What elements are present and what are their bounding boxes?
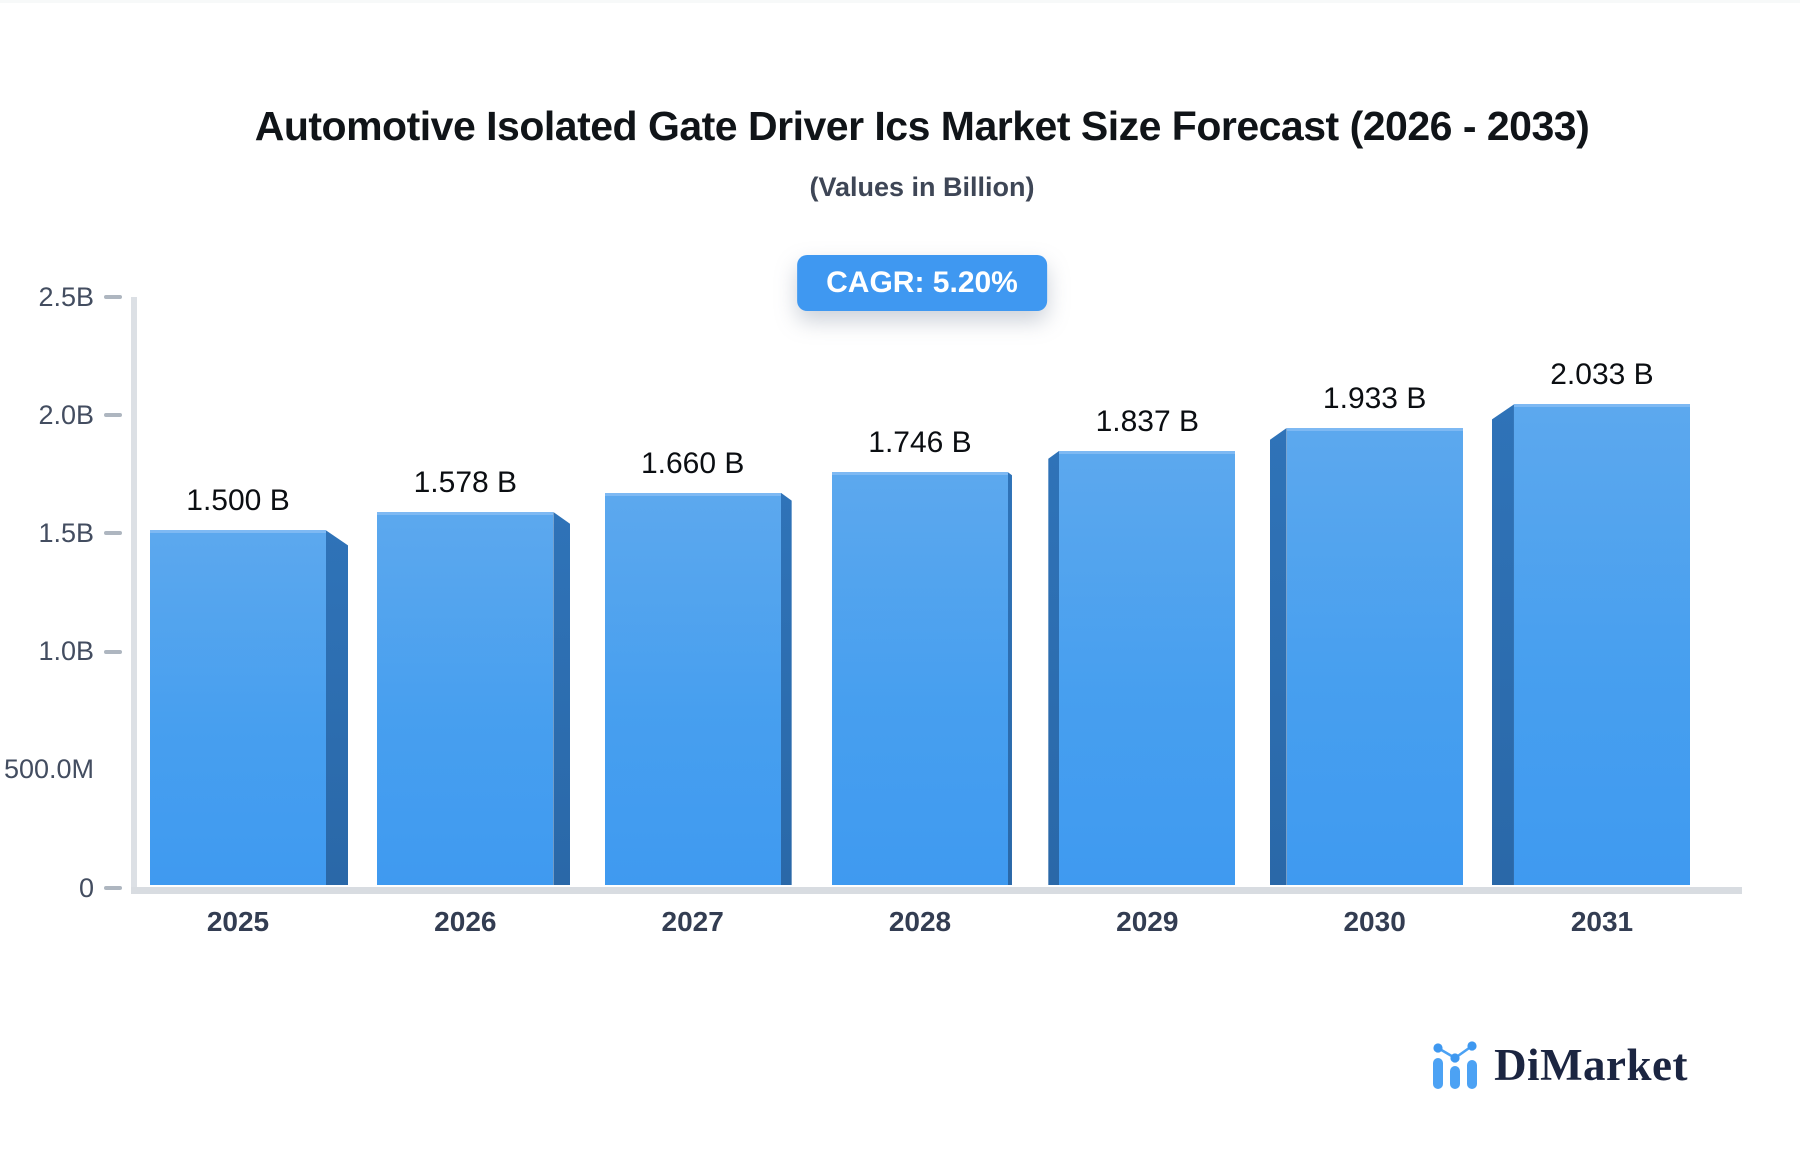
y-tick-1.5B: 1.5B bbox=[0, 518, 122, 548]
y-tick-label: 500.0M bbox=[3, 754, 94, 785]
y-tick-1.0B: 1.0B bbox=[0, 636, 122, 667]
x-category-label: 2030 bbox=[1343, 906, 1406, 937]
bar-2028: 1.746 B bbox=[831, 426, 1012, 885]
bar-face bbox=[604, 492, 781, 885]
brand-logo-text: DiMarket bbox=[1494, 1040, 1688, 1090]
bar-value-label: 1.837 B bbox=[1095, 404, 1200, 438]
page-title: Automotive Isolated Gate Driver Ics Mark… bbox=[254, 103, 1590, 149]
y-tick-dash bbox=[104, 531, 122, 536]
bar-2026: 1.578 B bbox=[377, 466, 571, 885]
y-tick-label: 2.0B bbox=[38, 399, 94, 430]
x-category-label: 2025 bbox=[206, 906, 270, 937]
bar-side-3d bbox=[1007, 472, 1012, 885]
bar-face bbox=[1513, 404, 1690, 885]
y-tick-0: 0 bbox=[0, 873, 122, 903]
bar-face bbox=[377, 511, 554, 885]
x-category-label: 2026 bbox=[434, 906, 497, 937]
x-axis-baseline bbox=[131, 887, 1742, 894]
y-tick-dash bbox=[104, 413, 122, 418]
y-tick-label: 1.0B bbox=[38, 636, 94, 667]
x-category-label: 2027 bbox=[661, 906, 724, 937]
bar-value-label: 1.933 B bbox=[1322, 382, 1427, 416]
bar-value-label: 2.033 B bbox=[1550, 358, 1654, 392]
bar-face bbox=[1286, 428, 1463, 885]
x-category-label: 2029 bbox=[1116, 906, 1179, 937]
y-tick-dash bbox=[104, 886, 122, 890]
y-tick-label: 2.5B bbox=[38, 281, 94, 312]
bar-2030: 1.933 B bbox=[1269, 382, 1463, 885]
bar-face bbox=[150, 530, 326, 885]
x-category-label: 2031 bbox=[1570, 906, 1634, 937]
bar-face bbox=[831, 472, 1008, 885]
bar-side-3d bbox=[1491, 404, 1514, 885]
y-tick-dash bbox=[104, 295, 122, 299]
y-tick-2.5B: 2.5B bbox=[0, 282, 122, 312]
brand-logo: DiMarket bbox=[1431, 1039, 1688, 1091]
y-axis-line bbox=[131, 297, 137, 893]
bar-side-3d bbox=[553, 511, 571, 885]
bar-2025: 1.500 B bbox=[150, 484, 348, 885]
bar-value-label: 1.746 B bbox=[868, 426, 972, 460]
bar-face bbox=[1059, 450, 1236, 885]
y-tick-label: 1.5B bbox=[38, 517, 94, 548]
bar-value-label: 1.660 B bbox=[640, 446, 745, 480]
bar-2027: 1.660 B bbox=[604, 447, 792, 885]
y-tick-dash bbox=[104, 649, 122, 654]
y-tick-2.0B: 2.0B bbox=[0, 400, 122, 430]
bar-side-3d bbox=[780, 492, 792, 885]
bar-2029: 1.837 B bbox=[1048, 405, 1236, 885]
x-category-label: 2028 bbox=[888, 906, 952, 937]
cagr-badge: CAGR: 5.20% bbox=[797, 255, 1047, 311]
bar-side-3d bbox=[1269, 428, 1287, 885]
bar-side-3d bbox=[326, 530, 348, 885]
y-tick-label: 0 bbox=[78, 872, 94, 903]
page-subtitle: (Values in Billion) bbox=[809, 172, 1035, 202]
bar-value-label: 1.500 B bbox=[186, 484, 290, 518]
bar-value-label: 1.578 B bbox=[413, 465, 518, 499]
y-tick-500.0M: 500.0M bbox=[0, 754, 122, 785]
bar-chart-trend-icon bbox=[1433, 1041, 1478, 1089]
bar-side-3d bbox=[1048, 450, 1060, 885]
bar-2031: 2.033 B bbox=[1491, 358, 1690, 885]
